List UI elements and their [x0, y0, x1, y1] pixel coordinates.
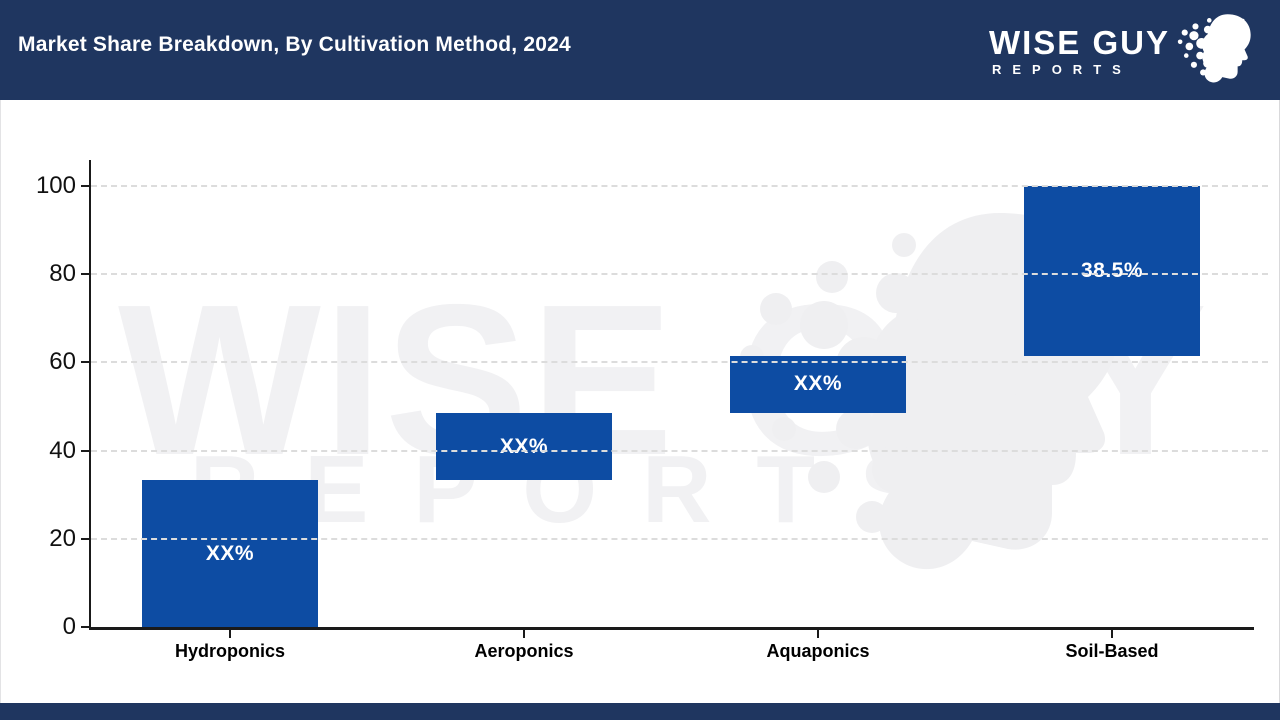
- bar-hydroponics: XX%: [142, 480, 318, 627]
- bar-soil-based: 38.5%: [1024, 186, 1200, 356]
- x-axis-tick: [1111, 630, 1113, 638]
- bar-value-label: XX%: [793, 372, 843, 396]
- y-tick-label: 20: [49, 524, 76, 552]
- x-tick-label: Aquaponics: [766, 641, 870, 661]
- y-axis-tick: [81, 626, 89, 628]
- bar-value-label: 38.5%: [1080, 258, 1144, 282]
- x-tick-label: Aeroponics: [474, 641, 574, 661]
- gridline-y-40: [91, 449, 1268, 452]
- y-tick-label: 0: [62, 613, 76, 640]
- y-tick-label: 80: [49, 260, 76, 288]
- bar-value-label: XX%: [205, 541, 255, 565]
- y-axis-tick: [81, 449, 89, 452]
- x-axis-line: [89, 627, 1254, 630]
- bar-value-label: XX%: [499, 434, 549, 458]
- y-axis-tick: [81, 537, 89, 540]
- header-bar: Market Share Breakdown, By Cultivation M…: [0, 0, 1280, 100]
- brand-logo: WISE GUY REPORTS: [989, 8, 1266, 94]
- bar-aquaponics: XX%: [730, 355, 906, 414]
- chart-title: Market Share Breakdown, By Cultivation M…: [18, 33, 571, 56]
- x-tick-label: Soil-Based: [1065, 641, 1159, 661]
- x-tick-label: Hydroponics: [174, 641, 285, 661]
- y-axis-tick: [81, 185, 89, 187]
- gridline-y-20: [91, 537, 1268, 540]
- gridline-y-60: [91, 361, 1268, 364]
- x-axis-tick: [523, 630, 525, 638]
- gridline-y-80: [91, 273, 1268, 276]
- y-axis-tick: [81, 361, 89, 364]
- y-axis-line: [89, 160, 91, 630]
- y-tick-label: 60: [49, 348, 76, 376]
- logo-dotted-face-icon: [1174, 11, 1266, 91]
- y-axis-tick: [81, 273, 89, 276]
- x-axis-tick: [229, 630, 231, 638]
- footer-bar: [0, 703, 1280, 720]
- logo-wordmark: WISE GUY: [988, 23, 1170, 61]
- gridline-y-100: [91, 185, 1268, 187]
- x-axis-tick: [817, 630, 819, 638]
- bar-aeroponics: XX%: [436, 413, 612, 481]
- y-tick-label: 40: [49, 436, 76, 464]
- logo-reports-text: REPORTS: [991, 61, 1132, 77]
- y-tick-label: 100: [35, 172, 76, 199]
